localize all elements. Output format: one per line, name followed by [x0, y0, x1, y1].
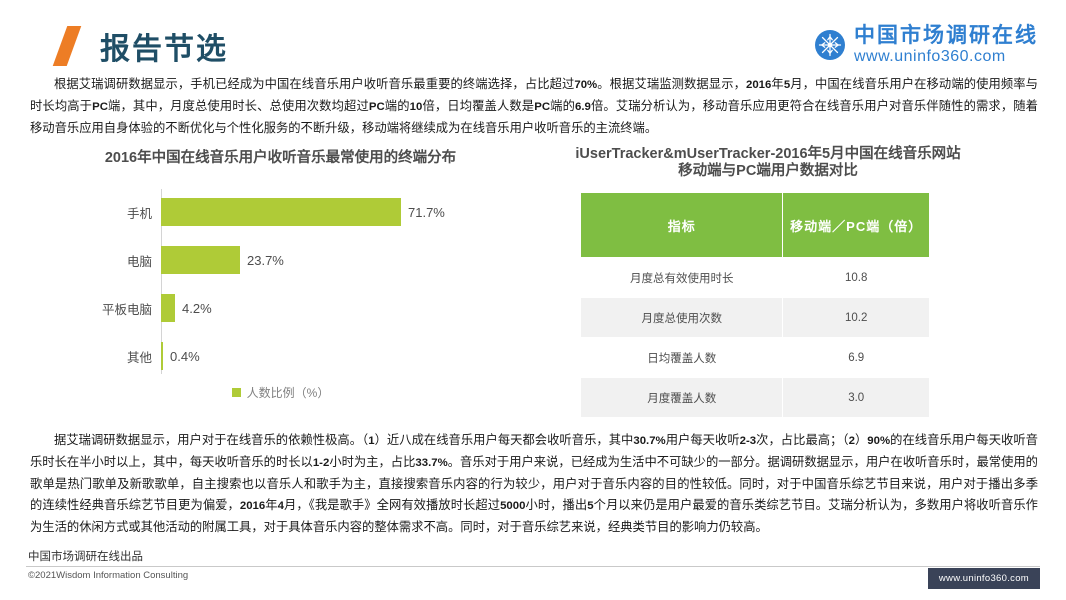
chart-bar-row: 平板电脑 4.2% [48, 285, 513, 331]
chart-bar-row: 其他 0.4% [48, 333, 513, 379]
table-row: 月度总使用次数 10.2 [579, 297, 930, 338]
bar-fill [161, 294, 175, 322]
cell-value: 6.9 [782, 337, 930, 378]
column-header-ratio: 移动端／PC端（倍） [782, 192, 930, 258]
chart-legend: 人数比例（%） [48, 384, 513, 401]
brand-name-cn: 中国市场调研在线 [854, 24, 1038, 47]
bar-track: 71.7% [161, 189, 513, 235]
legend-swatch-icon [231, 388, 241, 397]
usertracker-comparison-table-panel: iUserTracker&mUserTracker-2016年5月中国在线音乐网… [518, 146, 1018, 418]
cell-metric: 日均覆盖人数 [579, 337, 784, 378]
table-row: 日均覆盖人数 6.9 [579, 337, 930, 378]
cell-value: 3.0 [782, 377, 930, 418]
legend-label: 人数比例（%） [246, 386, 330, 400]
chart-y-axis [161, 189, 163, 374]
bar-fill [161, 342, 163, 370]
table-row: 月度覆盖人数 3.0 [579, 377, 930, 418]
table-header-row: 指标 移动端／PC端（倍） [579, 192, 930, 258]
chart-plot-area: 手机 71.7% 电脑 23.7% 平板电脑 4.2% [48, 189, 513, 374]
cell-value: 10.8 [782, 257, 930, 298]
footer-divider [26, 566, 1040, 567]
table-title: iUserTracker&mUserTracker-2016年5月中国在线音乐网… [518, 146, 1018, 180]
bar-fill [161, 198, 401, 226]
bar-category-label: 平板电脑 [101, 302, 152, 317]
chart-title: 2016年中国在线音乐用户收听音乐最常使用的终端分布 [104, 150, 457, 166]
footer-brand: 中国市场调研在线出品 [28, 551, 143, 563]
bar-track: 4.2% [161, 285, 513, 331]
chart-bar-row: 手机 71.7% [48, 189, 513, 235]
footer-url-badge[interactable]: www.uninfo360.com [927, 568, 1040, 589]
table-head: 指标 移动端／PC端（倍） [579, 192, 930, 258]
brand-url: www.uninfo360.com [854, 48, 1006, 65]
bar-category-label: 其他 [126, 350, 152, 365]
bar-value-label: 23.7% [247, 252, 284, 268]
bar-value-label: 4.2% [182, 300, 212, 316]
cell-metric: 月度总有效使用时长 [579, 257, 784, 298]
bar-category-label: 手机 [126, 206, 152, 221]
accent-slash-icon [52, 26, 82, 66]
column-header-metric: 指标 [579, 192, 784, 258]
bar-value-label: 0.4% [170, 348, 200, 364]
slide-header: 报告节选 中国市场调研在线 www.uninfo360.com [0, 0, 1066, 72]
table-row: 月度总有效使用时长 10.8 [579, 257, 930, 298]
bar-category-label: 电脑 [126, 254, 152, 269]
page-title: 报告节选 [100, 33, 228, 66]
bar-fill [161, 246, 240, 274]
analysis-paragraph: 据艾瑞调研数据显示，用户对于在线音乐的依赖性极高。（1）近八成在线音乐用户每天都… [30, 433, 1038, 534]
bar-track: 23.7% [161, 237, 513, 283]
terminal-distribution-chart: 2016年中国在线音乐用户收听音乐最常使用的终端分布 手机 71.7% 电脑 2… [48, 146, 513, 418]
chart-bar-row: 电脑 23.7% [48, 237, 513, 283]
table-title-line2: 移动端与PC端用户数据对比 [678, 163, 858, 179]
comparison-table: 指标 移动端／PC端（倍） 月度总有效使用时长 10.8 月度总使用次数 10.… [579, 192, 930, 418]
intro-paragraph: 根据艾瑞调研数据显示，手机已经成为中国在线音乐用户收听音乐最重要的终端选择，占比… [30, 77, 1038, 135]
footer-copyright: ©2021Wisdom Information Consulting [28, 570, 189, 581]
cell-value: 10.2 [782, 297, 930, 338]
table-body: 月度总有效使用时长 10.8 月度总使用次数 10.2 日均覆盖人数 6.9 月… [579, 257, 930, 418]
cell-metric: 月度覆盖人数 [579, 377, 784, 418]
brand-logo[interactable]: 中国市场调研在线 www.uninfo360.com [815, 22, 1038, 68]
snowflake-logo-icon [815, 30, 845, 60]
cell-metric: 月度总使用次数 [579, 297, 784, 338]
table-title-line1: iUserTracker&mUserTracker-2016年5月中国在线音乐网… [575, 146, 961, 162]
bar-track: 0.4% [161, 333, 513, 379]
bar-value-label: 71.7% [408, 204, 445, 220]
brand-text: 中国市场调研在线 www.uninfo360.com [854, 25, 1038, 65]
